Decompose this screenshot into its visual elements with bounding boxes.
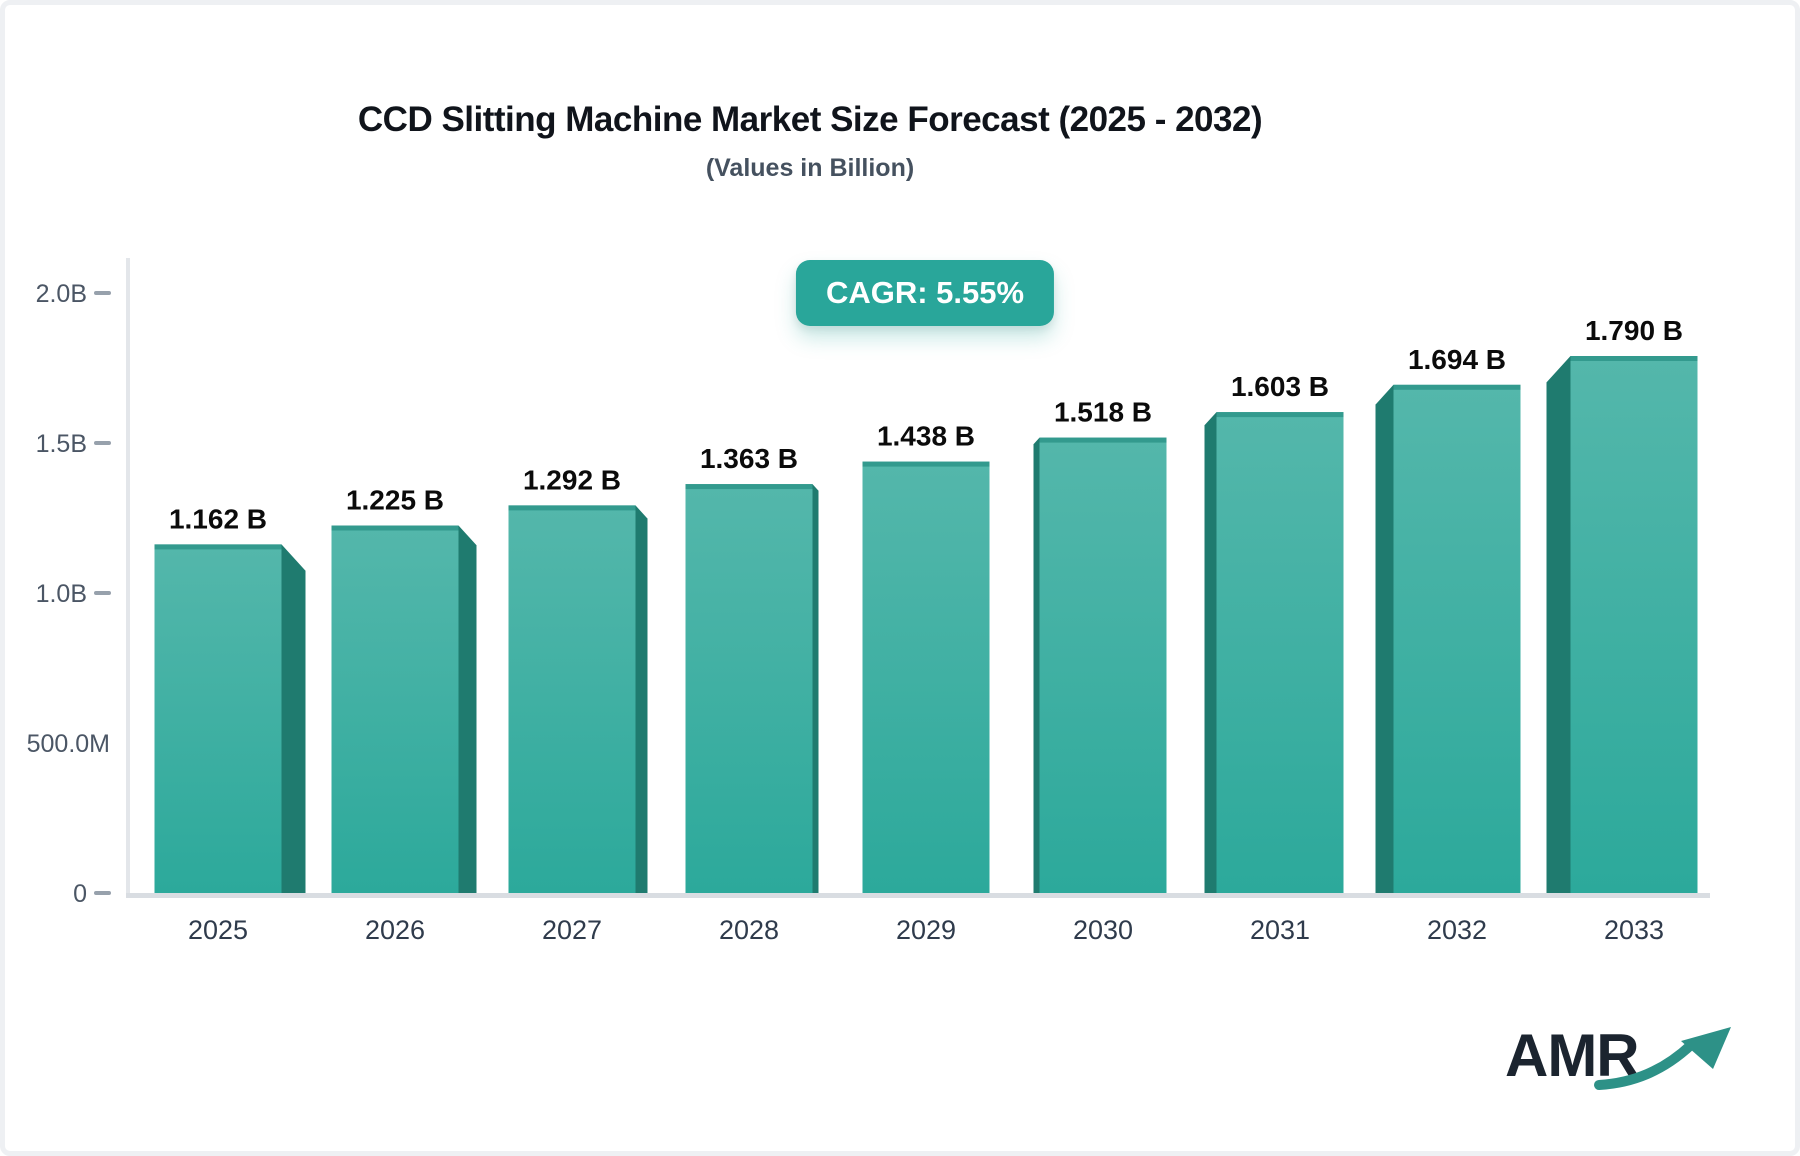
bar-top-edge [1393, 384, 1521, 390]
bar-value-label: 1.363 B [700, 443, 798, 474]
bar-value-label: 1.694 B [1408, 344, 1506, 375]
x-axis-line [126, 893, 1710, 898]
y-axis-tick-label: 500.0M [27, 730, 110, 758]
bar-top-edge [1039, 437, 1167, 443]
x-axis-label: 2026 [365, 915, 425, 945]
bar [508, 505, 636, 893]
bar-side-face [1546, 356, 1571, 893]
trend-up-arrow-icon [1594, 1027, 1731, 1090]
y-axis-line [126, 258, 130, 898]
bar [154, 544, 282, 893]
chart-title: CCD Slitting Machine Market Size Forecas… [357, 100, 1263, 139]
bar-chart: 2.0B 1.5B 1.0B 500.0M 0 1.162 B 2025 1.225 B 202… [27, 258, 1710, 945]
bar [1216, 412, 1344, 893]
x-axis-label: 2032 [1427, 915, 1487, 945]
bar-side-face [1204, 412, 1217, 893]
y-axis-tick-label: 1.0B [36, 580, 87, 608]
chart-subtitle: (Values in Billion) [705, 154, 915, 182]
x-axis-label: 2028 [719, 915, 779, 945]
bar-value-label: 1.162 B [169, 503, 267, 534]
bar-top-edge [685, 484, 813, 490]
y-axis-tick-mark [94, 291, 111, 295]
x-axis-label: 2033 [1604, 915, 1664, 945]
bar-value-label: 1.603 B [1231, 371, 1329, 402]
bar [1039, 437, 1167, 893]
bar-side-face [281, 544, 306, 893]
bar-value-label: 1.292 B [523, 464, 621, 495]
bar-side-face [1033, 437, 1040, 893]
cagr-badge: CAGR: 5.55% [795, 260, 1055, 326]
bar-side-face [635, 505, 648, 893]
y-axis-tick-label: 0 [73, 880, 87, 908]
x-axis-label: 2029 [896, 915, 956, 945]
bar [685, 484, 813, 893]
amr-logo: AMR [1505, 1021, 1755, 1106]
title-block: CCD Slitting Machine Market Size Forecas… [5, 100, 1615, 183]
bar-value-label: 1.225 B [346, 485, 444, 516]
bar-top-edge [154, 544, 282, 550]
x-axis-label: 2031 [1250, 915, 1310, 945]
bar [1570, 356, 1698, 893]
y-axis-tick-label: 2.0B [36, 280, 87, 308]
bar-top-edge [862, 461, 990, 467]
y-axis-tick-mark [94, 591, 111, 595]
cagr-badge-label: CAGR: 5.55% [825, 275, 1025, 310]
x-axis-label: 2030 [1073, 915, 1133, 945]
y-axis-tick-mark [94, 891, 111, 895]
bar-value-label: 1.518 B [1054, 397, 1152, 428]
y-axis-tick-label: 1.5B [36, 430, 87, 458]
bar-top-edge [1570, 356, 1698, 361]
bar-top-edge [1216, 412, 1344, 418]
bar-side-face [458, 525, 477, 893]
bar-side-face [1375, 384, 1394, 893]
x-axis-label: 2025 [188, 915, 248, 945]
bar-value-label: 1.790 B [1585, 315, 1683, 346]
bar [1393, 384, 1521, 893]
bar-value-label: 1.438 B [877, 421, 975, 452]
bar [331, 525, 459, 893]
x-axis-label: 2027 [542, 915, 602, 945]
y-axis-tick-mark [94, 441, 111, 445]
bar-top-edge [331, 525, 459, 531]
bar-side-face [812, 484, 819, 893]
bar-top-edge [508, 505, 636, 511]
bar [862, 461, 990, 893]
